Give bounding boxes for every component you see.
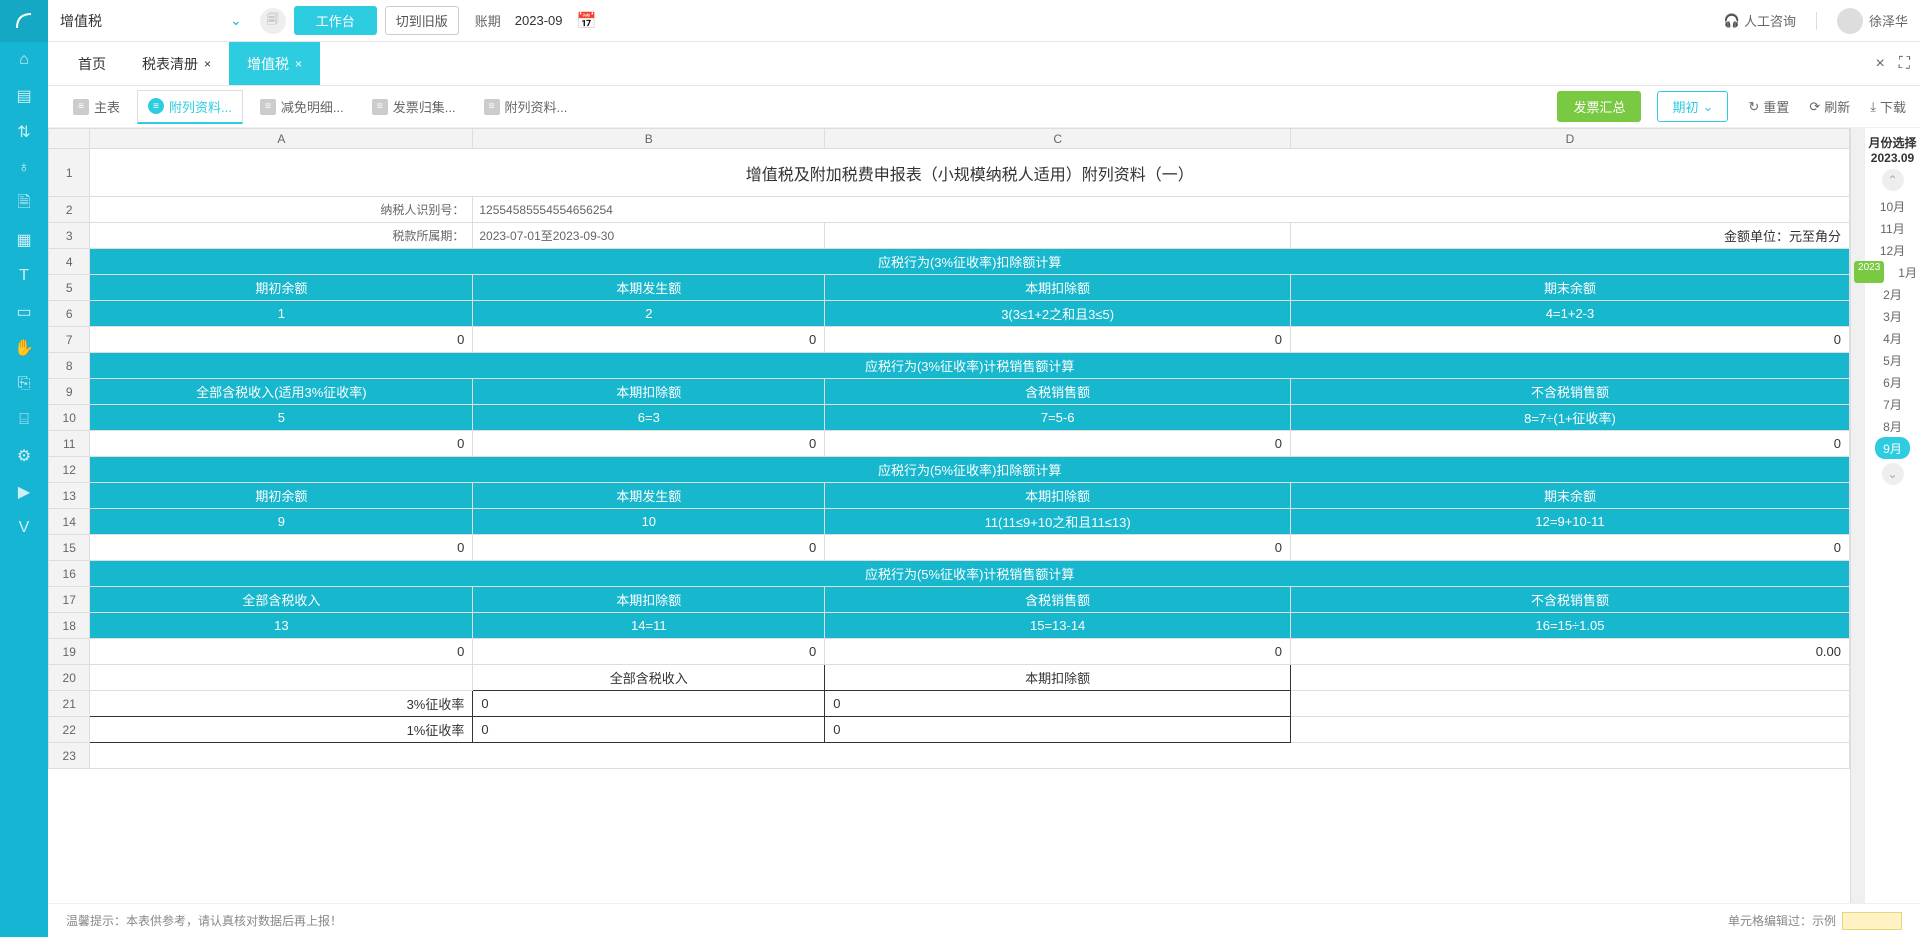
month-item[interactable]: 4月 <box>1883 327 1902 349</box>
sidebar: ⌂ ▤ ⇅ ♁ 🗎 ▦ T ▭ ✋ ⎘ ⌸ ⚙ ▶ V <box>0 0 48 937</box>
topbar: 增值税 ⌄ 🗐 工作台 切到旧版 账期 2023-09 📅 🎧人工咨询 徐泽华 <box>48 0 1920 42</box>
nav-report-icon[interactable]: ▦ <box>0 222 48 258</box>
year-badge: 2023 <box>1854 261 1884 283</box>
period-label: 账期 <box>475 11 501 30</box>
scrollbar[interactable] <box>1850 128 1864 903</box>
sheet-icon: ≡ <box>484 99 500 115</box>
subtab-main[interactable]: ≡主表 <box>62 90 131 123</box>
subtab-attach[interactable]: ≡附列资料... <box>137 90 243 124</box>
close-icon[interactable]: × <box>204 57 211 71</box>
reset-button[interactable]: ↻重置 <box>1748 97 1789 116</box>
month-up-icon[interactable]: ⌃ <box>1882 169 1904 191</box>
spreadsheet[interactable]: ABCD 1增值税及附加税费申报表（小规模纳税人适用）附列资料（一） 2纳税人识… <box>48 128 1850 903</box>
col-header[interactable]: B <box>473 129 825 149</box>
consult-link[interactable]: 🎧人工咨询 <box>1724 11 1796 30</box>
sheet-title: 增值税及附加税费申报表（小规模纳税人适用）附列资料（一） <box>90 149 1850 197</box>
month-panel: 月份选择 2023.09 ⌃ 10月 11月 12月 20231月 2月 3月 … <box>1864 128 1920 903</box>
logo-icon <box>0 0 48 42</box>
subtab-exempt[interactable]: ≡减免明细... <box>249 90 355 123</box>
sheet-icon: ≡ <box>260 99 276 115</box>
month-down-icon[interactable]: ⌄ <box>1882 463 1904 485</box>
note-icon[interactable]: 🗐 <box>260 8 286 34</box>
month-item[interactable]: 12月 <box>1880 239 1905 261</box>
user-menu[interactable]: 徐泽华 <box>1837 8 1908 34</box>
month-item[interactable]: 1月 <box>1898 261 1917 283</box>
nav-doc-icon[interactable]: ▤ <box>0 78 48 114</box>
app-title: 增值税 <box>60 11 102 31</box>
nav-chart-icon[interactable]: ⇅ <box>0 114 48 150</box>
tab-tax-list[interactable]: 税表清册× <box>124 42 229 85</box>
gear-icon[interactable]: ⚙ <box>0 438 48 474</box>
row-num[interactable]: 1 <box>49 149 90 197</box>
invoice-summary-button[interactable]: 发票汇总 <box>1557 91 1641 122</box>
nav-video-icon[interactable]: ▶ <box>0 474 48 510</box>
footer-bar: 温馨提示：本表供参考，请认真核对数据后再上报！ 单元格编辑过：示例 <box>48 903 1920 937</box>
sheet-tabs: ≡主表 ≡附列资料... ≡减免明细... ≡发票归集... ≡附列资料... … <box>48 86 1920 128</box>
avatar <box>1837 8 1863 34</box>
sheet-icon: ≡ <box>73 99 89 115</box>
calendar-icon[interactable]: 📅 <box>577 11 597 31</box>
month-item[interactable]: 7月 <box>1883 393 1902 415</box>
month-item[interactable]: 8月 <box>1883 415 1902 437</box>
nav-clipboard-icon[interactable]: 🗎 <box>0 186 48 222</box>
refresh-button[interactable]: ⟳刷新 <box>1809 97 1850 116</box>
reset-icon: ↻ <box>1748 99 1759 115</box>
chevron-down-icon[interactable]: ⌄ <box>230 12 242 29</box>
month-item[interactable]: 11月 <box>1880 217 1904 239</box>
expand-icon[interactable]: ⛶ <box>1899 55 1910 73</box>
nav-bag-icon[interactable]: ♁ <box>0 150 48 186</box>
period-value: 2023-09 <box>515 13 563 28</box>
switch-old-button[interactable]: 切到旧版 <box>385 6 459 35</box>
chevron-down-icon: ⌄ <box>1702 99 1713 115</box>
workbench-button[interactable]: 工作台 <box>294 6 377 35</box>
col-header[interactable]: C <box>825 129 1291 149</box>
download-icon: ⤓ <box>1870 99 1876 115</box>
nav-calendar-icon[interactable]: ▭ <box>0 294 48 330</box>
close-all-icon[interactable]: × <box>1875 55 1884 73</box>
col-header[interactable]: D <box>1291 129 1850 149</box>
nav-t-icon[interactable]: T <box>0 258 48 294</box>
edit-legend-swatch <box>1842 912 1902 930</box>
month-item[interactable]: 6月 <box>1883 371 1902 393</box>
subtab-invoice[interactable]: ≡发票归集... <box>361 90 467 123</box>
nav-hand-icon[interactable]: ✋ <box>0 330 48 366</box>
tab-home[interactable]: 首页 <box>60 42 124 85</box>
subtab-attach2[interactable]: ≡附列资料... <box>473 90 579 123</box>
month-item[interactable]: 2月 <box>1883 283 1902 305</box>
tab-vat[interactable]: 增值税× <box>229 42 320 85</box>
month-item[interactable]: 10月 <box>1880 195 1905 217</box>
refresh-icon: ⟳ <box>1809 99 1820 115</box>
period-first-button[interactable]: 期初⌄ <box>1657 91 1728 122</box>
month-item[interactable]: 5月 <box>1883 349 1902 371</box>
nav-inbox-icon[interactable]: ⌸ <box>0 402 48 438</box>
nav-v-icon[interactable]: V <box>0 510 48 546</box>
download-button[interactable]: ⤓下载 <box>1870 97 1906 116</box>
page-tabs: 首页 税表清册× 增值税× × ⛶ <box>48 42 1920 86</box>
close-icon[interactable]: × <box>295 57 302 71</box>
home-icon[interactable]: ⌂ <box>0 42 48 78</box>
col-header[interactable]: A <box>90 129 473 149</box>
nav-export-icon[interactable]: ⎘ <box>0 366 48 402</box>
footer-tip: 温馨提示：本表供参考，请认真核对数据后再上报！ <box>66 912 342 929</box>
edit-legend-label: 单元格编辑过：示例 <box>1728 912 1836 929</box>
month-item-active[interactable]: 9月 <box>1875 437 1910 459</box>
month-item[interactable]: 3月 <box>1883 305 1902 327</box>
sheet-icon: ≡ <box>148 98 164 114</box>
headset-icon: 🎧 <box>1724 13 1740 29</box>
sheet-icon: ≡ <box>372 99 388 115</box>
